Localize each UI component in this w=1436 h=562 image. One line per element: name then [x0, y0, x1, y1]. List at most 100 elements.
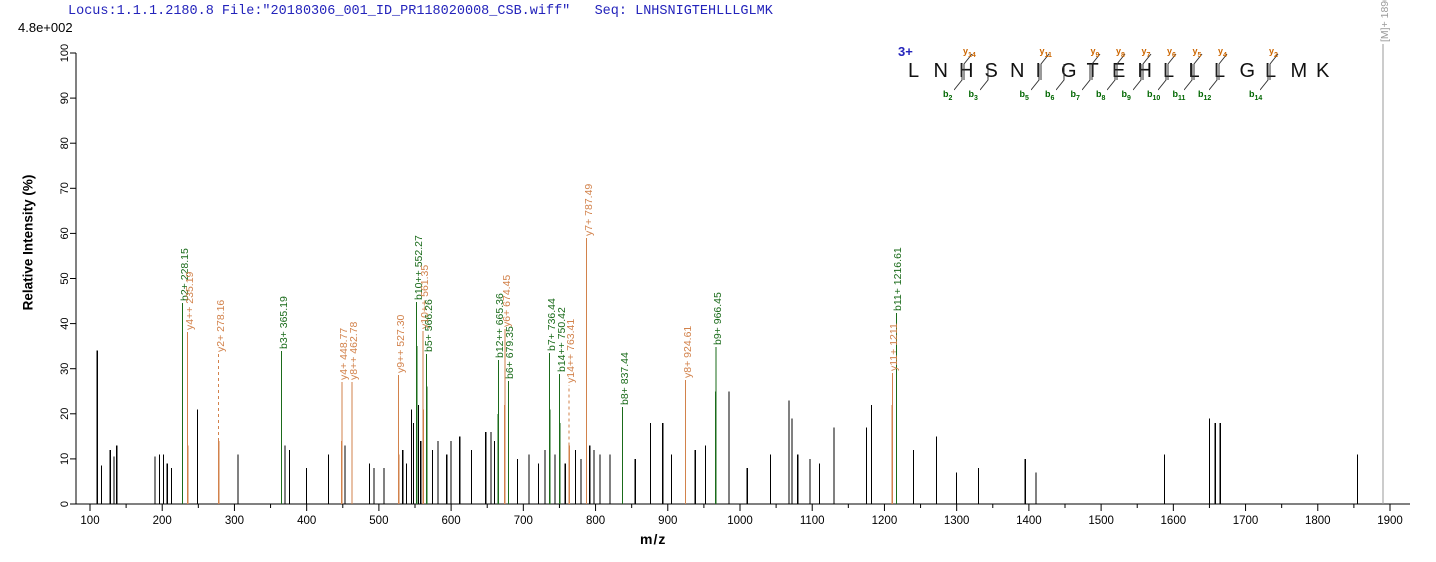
peak-annotation-label: y2+ 278.16	[214, 299, 227, 352]
b-ion-tick-icon	[1132, 64, 1141, 91]
b-ion-tick-icon	[954, 64, 963, 91]
svg-text:60: 60	[59, 227, 71, 239]
peptide-residue: H	[959, 60, 974, 82]
peak-annotation-label: y11+ 1211	[888, 323, 901, 371]
svg-text:300: 300	[225, 515, 244, 527]
y-ion-label: y6	[1167, 46, 1176, 59]
peptide-residue: N	[933, 60, 948, 82]
svg-text:10: 10	[59, 453, 71, 465]
y-axis-title: Relative Intensity (%)	[20, 174, 36, 311]
intensity-scale-label: 4.8e+002	[18, 20, 73, 35]
y-ion-tick-icon	[1142, 53, 1151, 80]
svg-text:1400: 1400	[1016, 515, 1042, 527]
svg-text:1800: 1800	[1305, 515, 1331, 527]
peak-annotation-label: y4++ 235.19	[183, 271, 196, 330]
svg-text:1000: 1000	[727, 515, 753, 527]
svg-text:700: 700	[514, 515, 533, 527]
svg-text:90: 90	[59, 92, 71, 104]
y-ion-label: y2	[1269, 46, 1278, 59]
y-ion-label: y4	[1218, 46, 1227, 59]
svg-text:50: 50	[59, 272, 71, 284]
svg-text:1600: 1600	[1161, 515, 1187, 527]
peptide-residue: H	[1137, 60, 1152, 82]
b-ion-tick-icon	[1158, 64, 1167, 91]
svg-text:500: 500	[369, 515, 388, 527]
b-ion-label: b6	[1045, 89, 1055, 102]
peak-annotation-label: y7+ 787.49	[582, 183, 595, 236]
b-ion-tick-icon	[1183, 64, 1192, 91]
svg-text:1300: 1300	[944, 515, 970, 527]
peak-annotation-label: [M]+ 1890.05	[1378, 0, 1391, 42]
y-ion-label: y7	[1141, 46, 1151, 59]
peak-annotation-label: y9++ 527.30	[394, 314, 407, 373]
svg-text:80: 80	[59, 137, 71, 149]
svg-text:1200: 1200	[872, 515, 898, 527]
x-axis-title: m/z	[640, 531, 667, 547]
y-ion-label: y14	[963, 46, 976, 59]
peak-annotation-label: b11+ 1216.61	[892, 247, 905, 311]
svg-text:1500: 1500	[1088, 515, 1114, 527]
b-ion-label: b12	[1198, 89, 1212, 102]
y-ion-label: y9	[1090, 46, 1100, 59]
peptide-residue: N	[1010, 60, 1025, 82]
svg-text:1900: 1900	[1377, 515, 1403, 527]
peak-annotation-label: b9+ 966.45	[711, 292, 724, 345]
b-ion-label: b2	[943, 89, 953, 102]
svg-text:100: 100	[80, 515, 99, 527]
b-ion-tick-icon	[1081, 64, 1090, 91]
svg-text:200: 200	[153, 515, 172, 527]
svg-text:1700: 1700	[1233, 515, 1259, 527]
y-ion-tick-icon	[963, 53, 973, 80]
b-ion-label: b10	[1147, 89, 1161, 102]
y-ion-tick-icon	[1193, 53, 1202, 80]
svg-text:400: 400	[297, 515, 316, 527]
svg-text:40: 40	[59, 317, 71, 329]
y-ion-label: y5	[1192, 46, 1202, 59]
b-ion-label: b8	[1096, 89, 1106, 102]
y-ion-tick-icon	[1167, 53, 1177, 80]
b-ion-label: b9	[1121, 89, 1131, 102]
b-ion-label: b3	[968, 89, 978, 102]
svg-text:1100: 1100	[800, 515, 825, 527]
peptide-residue: L	[1163, 60, 1175, 82]
b-ion-tick-icon	[1030, 64, 1039, 91]
y-ion-tick-icon	[1091, 53, 1100, 80]
svg-text:600: 600	[442, 515, 461, 527]
y-ion-tick-icon	[1116, 53, 1126, 80]
peak-annotation-label: b3+ 365.19	[277, 296, 290, 349]
peak-annotation-label: y14++ 763.41	[565, 318, 578, 383]
peptide-residue: L	[1265, 60, 1277, 82]
peak-annotation-label: b5+ 566.26	[422, 299, 435, 352]
y-ion-label: y11	[1039, 46, 1052, 59]
peak-annotation-label: b8+ 837.44	[618, 352, 631, 405]
svg-text:0: 0	[59, 501, 71, 507]
svg-text:100: 100	[59, 44, 71, 62]
svg-text:900: 900	[658, 515, 677, 527]
b-ion-label: b7	[1070, 89, 1080, 102]
header-bar: Locus:1.1.1.2180.8 File:"20180306_001_ID…	[0, 4, 1436, 24]
locus-file-seq-text: Locus:1.1.1.2180.8 File:"20180306_001_ID…	[68, 4, 773, 19]
peak-annotation-label: y6+ 674.45	[500, 274, 513, 327]
svg-text:20: 20	[59, 408, 71, 420]
peak-annotation-label: y8++ 462.78	[348, 321, 360, 380]
svg-text:70: 70	[59, 182, 71, 194]
svg-text:30: 30	[59, 363, 71, 375]
svg-text:800: 800	[586, 515, 605, 527]
peptide-residue: L	[1214, 60, 1226, 82]
peptide-residue: L	[908, 60, 920, 82]
b-ion-label: b14	[1249, 89, 1263, 102]
peak-annotation-label: y8+ 924.61	[681, 325, 694, 378]
b-ion-tick-icon	[1209, 64, 1218, 91]
precursor-charge-label: 3+	[898, 44, 913, 59]
b-ion-tick-icon	[1107, 64, 1116, 91]
y-ion-label: y8	[1116, 46, 1125, 59]
y-ion-tick-icon	[1218, 53, 1228, 80]
y-ion-tick-icon	[1040, 53, 1049, 80]
b-ion-tick-icon	[1056, 64, 1065, 91]
peptide-residue: G	[1061, 60, 1077, 82]
b-ion-tick-icon	[979, 64, 988, 91]
b-ion-label: b5	[1019, 89, 1029, 102]
y-ion-tick-icon	[1269, 53, 1279, 80]
